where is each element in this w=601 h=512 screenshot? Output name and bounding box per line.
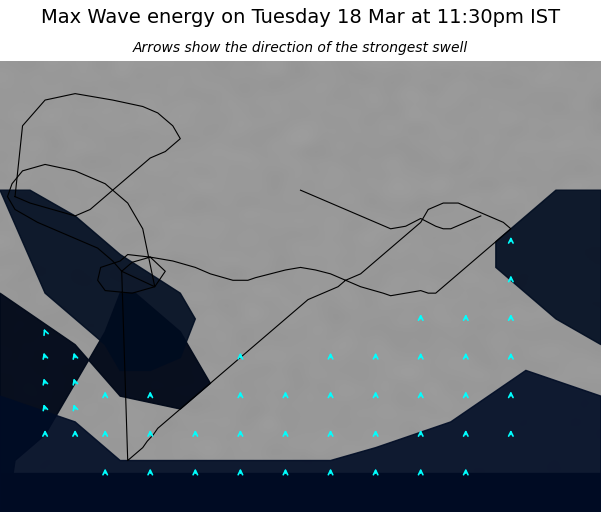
Polygon shape xyxy=(0,293,210,512)
Polygon shape xyxy=(0,370,601,512)
Polygon shape xyxy=(0,190,195,370)
Text: Arrows show the direction of the strongest swell: Arrows show the direction of the stronge… xyxy=(133,41,468,55)
Text: Max Wave energy on Tuesday 18 Mar at 11:30pm IST: Max Wave energy on Tuesday 18 Mar at 11:… xyxy=(41,8,560,27)
Polygon shape xyxy=(496,190,601,345)
Polygon shape xyxy=(0,474,601,512)
